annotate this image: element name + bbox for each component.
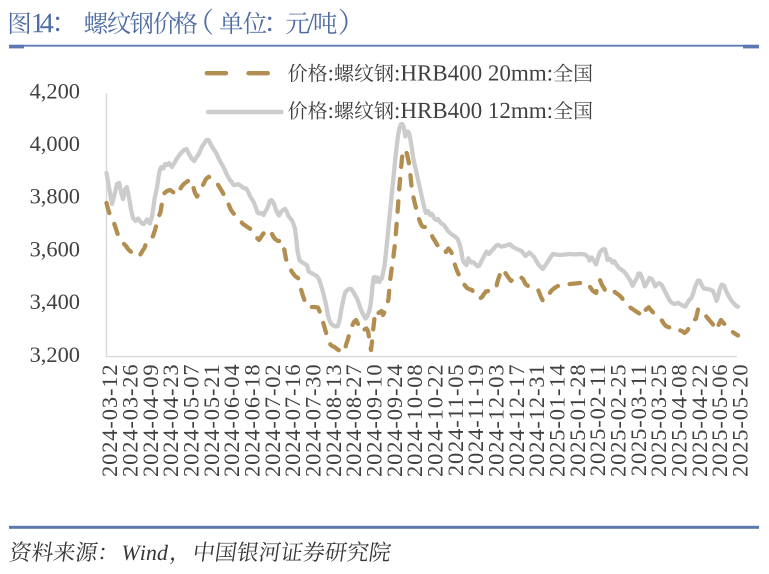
- svg-text:3,800: 3,800: [30, 184, 80, 209]
- svg-text:3,600: 3,600: [30, 237, 80, 262]
- svg-text:2025-02-25: 2025-02-25: [605, 364, 630, 477]
- svg-text:2024-10-22: 2024-10-22: [423, 364, 448, 477]
- svg-text:2024-09-10: 2024-09-10: [362, 364, 387, 477]
- svg-text:2024-06-04: 2024-06-04: [219, 364, 244, 477]
- svg-text:2024-07-16: 2024-07-16: [280, 364, 305, 477]
- svg-text:2025-01-14: 2025-01-14: [545, 364, 570, 477]
- svg-text:2024-06-18: 2024-06-18: [240, 364, 265, 477]
- svg-text:2024-03-12: 2024-03-12: [97, 364, 122, 477]
- svg-text:2024-04-23: 2024-04-23: [158, 364, 183, 477]
- svg-text:2024-10-08: 2024-10-08: [402, 364, 427, 477]
- svg-text:2024-05-07: 2024-05-07: [179, 364, 204, 477]
- svg-text:3,200: 3,200: [30, 342, 80, 367]
- svg-text:2025-04-22: 2025-04-22: [687, 364, 712, 477]
- svg-text:2024-08-27: 2024-08-27: [341, 364, 366, 477]
- svg-text:2024-07-02: 2024-07-02: [260, 364, 285, 477]
- svg-text:2025-03-25: 2025-03-25: [646, 364, 671, 477]
- svg-text:2024-11-19: 2024-11-19: [463, 364, 488, 477]
- svg-text:2024-12-17: 2024-12-17: [504, 364, 529, 477]
- svg-text:2025-01-28: 2025-01-28: [565, 364, 590, 477]
- svg-text:4,000: 4,000: [30, 131, 80, 156]
- svg-text:2024-04-09: 2024-04-09: [138, 364, 163, 477]
- svg-text:2024-07-30: 2024-07-30: [301, 364, 326, 477]
- svg-text:2024-12-31: 2024-12-31: [524, 364, 549, 477]
- svg-text:2025-02-11: 2025-02-11: [585, 364, 610, 477]
- svg-text:4,200: 4,200: [30, 78, 80, 103]
- svg-text:2025-04-08: 2025-04-08: [666, 364, 691, 477]
- svg-text:2024-09-24: 2024-09-24: [382, 364, 407, 477]
- svg-text:2024-11-05: 2024-11-05: [443, 364, 468, 477]
- svg-text:2025-03-11: 2025-03-11: [626, 364, 651, 477]
- svg-text:2024-08-13: 2024-08-13: [321, 364, 346, 477]
- svg-text:2025-05-06: 2025-05-06: [707, 364, 732, 477]
- svg-text:2024-12-03: 2024-12-03: [484, 364, 509, 477]
- svg-text:2024-05-21: 2024-05-21: [199, 364, 224, 477]
- svg-text:2025-05-20: 2025-05-20: [727, 364, 752, 477]
- svg-text:2024-03-26: 2024-03-26: [118, 364, 143, 477]
- svg-text:3,400: 3,400: [30, 289, 80, 314]
